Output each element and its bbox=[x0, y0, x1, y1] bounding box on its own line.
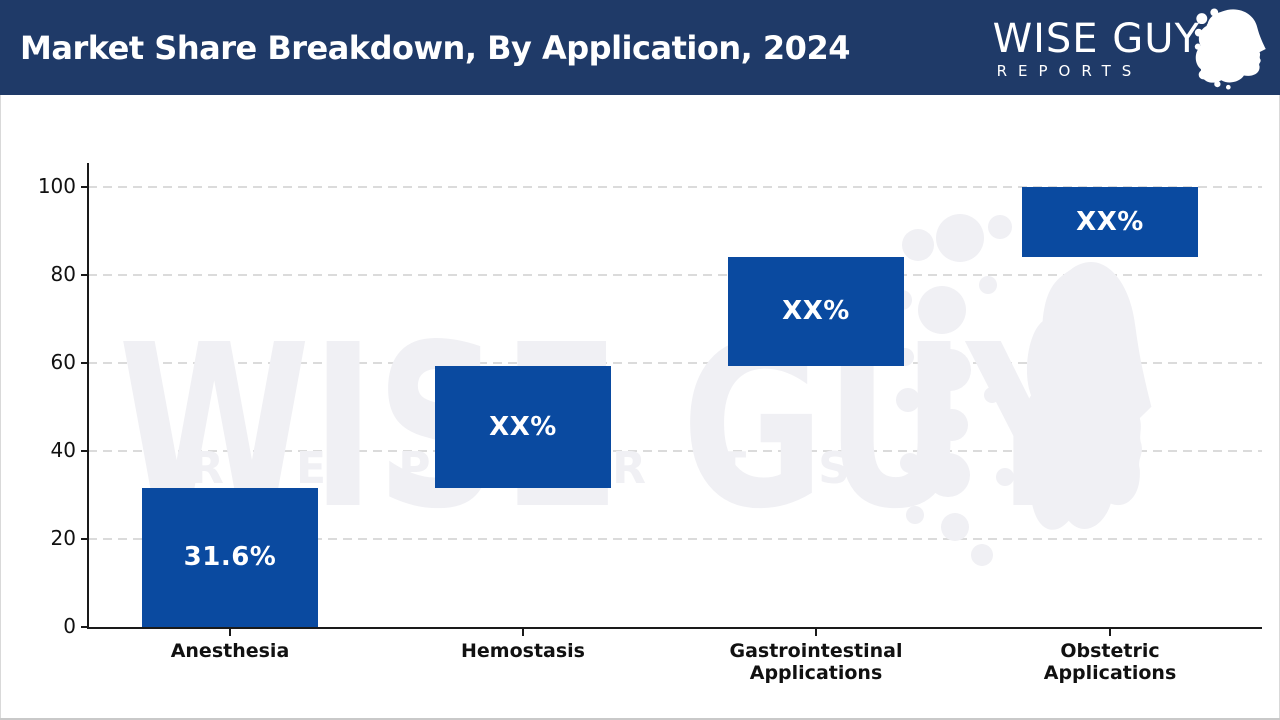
y-tick-mark bbox=[81, 362, 88, 364]
x-category-label: Anesthesia bbox=[170, 640, 290, 662]
y-tick-label: 60 bbox=[50, 350, 76, 374]
bar-value-label: XX% bbox=[782, 296, 850, 327]
y-tick-label: 20 bbox=[50, 526, 76, 550]
y-tick-label: 100 bbox=[37, 174, 76, 198]
y-tick-mark bbox=[81, 538, 88, 540]
y-tick-mark bbox=[81, 450, 88, 452]
logo-wordmark: WISE GUY bbox=[992, 16, 1200, 62]
y-tick-mark bbox=[81, 274, 88, 276]
x-axis-line bbox=[87, 627, 1262, 629]
bar: 31.6% bbox=[142, 487, 318, 627]
gridline bbox=[88, 362, 1262, 364]
x-tick-mark bbox=[1109, 629, 1111, 636]
bar: XX% bbox=[435, 366, 611, 488]
logo-tagline: REPORTS bbox=[996, 62, 1143, 80]
bar-value-label: XX% bbox=[1076, 206, 1144, 237]
chart-title: Market Share Breakdown, By Application, … bbox=[20, 28, 850, 67]
x-tick-mark bbox=[522, 629, 524, 636]
y-axis-line bbox=[87, 163, 89, 629]
bar: XX% bbox=[1022, 187, 1198, 257]
x-category-label: Obstetric Applications bbox=[1043, 640, 1177, 684]
x-category-label: Hemostasis bbox=[461, 640, 585, 662]
header-bar: Market Share Breakdown, By Application, … bbox=[0, 0, 1280, 95]
y-tick-mark bbox=[81, 186, 88, 188]
bar: XX% bbox=[728, 256, 904, 367]
gridline bbox=[88, 450, 1262, 452]
logo: WISE GUY REPORTS bbox=[993, 4, 1272, 92]
x-tick-mark bbox=[229, 629, 231, 636]
y-tick-label: 40 bbox=[50, 438, 76, 462]
x-tick-mark bbox=[815, 629, 817, 636]
logo-head-icon bbox=[1194, 8, 1266, 90]
bar-value-label: 31.6% bbox=[183, 542, 277, 573]
gridline bbox=[88, 538, 1262, 540]
x-category-label: Gastrointestinal Applications bbox=[729, 640, 903, 684]
plot-area: WISE GUY REPORTS 31.6%XX%XX%XX% 0 bbox=[0, 95, 1280, 720]
logo-text: WISE GUY REPORTS bbox=[993, 18, 1200, 80]
bar-value-label: XX% bbox=[489, 412, 557, 443]
y-tick-mark bbox=[81, 626, 88, 628]
watermark-head-icon bbox=[892, 214, 1152, 566]
gridline bbox=[88, 274, 1262, 276]
y-tick-label: 0 bbox=[63, 614, 76, 638]
y-tick-label: 80 bbox=[50, 262, 76, 286]
gridline bbox=[88, 186, 1262, 188]
